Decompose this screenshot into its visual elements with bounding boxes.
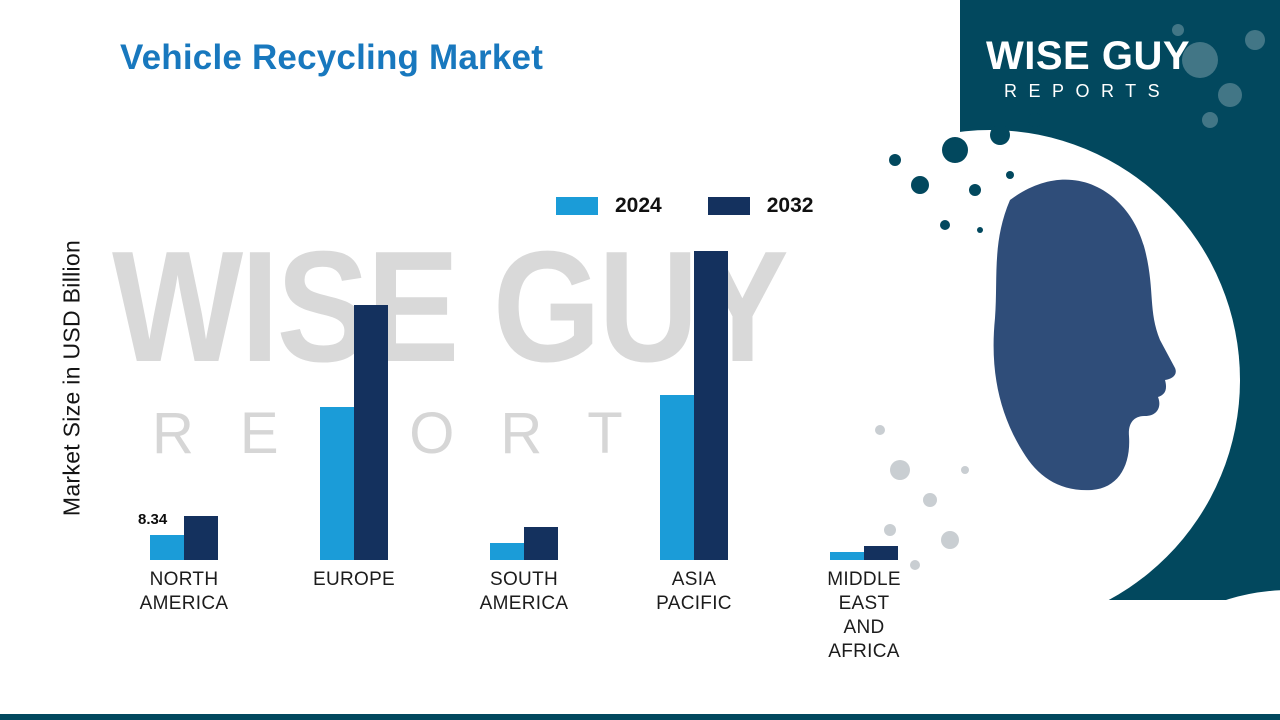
- bar-value-label: 8.34: [138, 511, 168, 528]
- bar-2024: 8.34: [138, 511, 184, 560]
- bar-group: EUROPE: [269, 230, 439, 590]
- legend-label: 2024: [615, 194, 662, 217]
- watermark-line2: REPORTS: [152, 401, 754, 466]
- bar-pair: [660, 230, 728, 560]
- bar-pair: [490, 230, 558, 560]
- legend-swatch: [556, 197, 598, 215]
- bar-group: MIDDLE EAST AND AFRICA: [779, 230, 949, 662]
- bar-2024: [830, 552, 864, 560]
- legend: 2024 2032: [556, 194, 813, 218]
- watermark-line1: WISE GUY: [112, 219, 789, 395]
- legend-swatch: [707, 197, 750, 215]
- bar-2032: [524, 527, 558, 560]
- watermark: WISE GUY REPORTS: [112, 228, 878, 467]
- logo-wordmark-line1: WISE GUY: [986, 34, 1191, 78]
- y-axis-label: Market Size in USD Billion: [58, 239, 85, 517]
- logo-wordmark-line2: REPORTS: [1004, 81, 1172, 101]
- bottom-accent-bar: [0, 714, 1280, 720]
- wiseguy-logo: WISE GUY REPORTS: [986, 34, 1190, 102]
- bar-2024: [490, 543, 524, 560]
- bar-pair: 8.34: [138, 230, 218, 560]
- bar-group: 8.34 NORTH AMERICA: [99, 230, 269, 614]
- bar-2024: [320, 407, 354, 560]
- bar-2032: [864, 546, 898, 560]
- plot-area: 8.34 NORTH AMERICA EUROPE SOUTH AMERICA ASIA…: [99, 230, 949, 662]
- bar-pair: [320, 230, 388, 560]
- category-label: ASIA PACIFIC: [656, 569, 732, 614]
- category-label: NORTH AMERICA: [139, 569, 229, 614]
- bar-group: SOUTH AMERICA: [439, 230, 609, 614]
- category-label: SOUTH AMERICA: [479, 569, 569, 614]
- legend-label: 2032: [766, 194, 814, 217]
- category-label: MIDDLE EAST AND AFRICA: [827, 569, 901, 662]
- category-label: EUROPE: [312, 569, 396, 590]
- bar-pair: [830, 230, 898, 560]
- teal-bubbles: [889, 113, 1042, 233]
- legend-item-2032: 2032: [707, 194, 814, 218]
- bar-group: ASIA PACIFIC: [609, 230, 779, 614]
- face-profile-icon: [993, 179, 1176, 491]
- bar-2024: [660, 395, 694, 560]
- bar-2032: [184, 516, 218, 560]
- page-title: Vehicle Recycling Market: [120, 38, 544, 77]
- bar-2032: [354, 305, 388, 560]
- legend-item-2024: 2024: [556, 194, 662, 218]
- bar-2032: [694, 251, 728, 560]
